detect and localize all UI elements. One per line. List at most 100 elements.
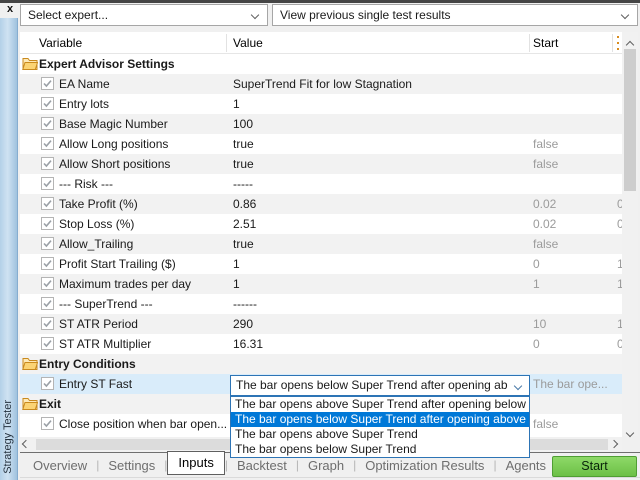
step-cell: 1 [617,257,623,271]
start-cell[interactable]: false [533,237,559,251]
column-divider[interactable] [529,34,530,52]
column-header-start[interactable]: Start [533,36,559,50]
grid-row[interactable]: ST ATR Period 290 10 1 [20,314,623,334]
column-header-value[interactable]: Value [233,36,263,50]
folder-icon [22,57,39,70]
checkbox-icon[interactable] [41,137,54,150]
scroll-up-arrow-icon[interactable] [622,32,638,50]
checkbox-icon[interactable] [41,337,54,350]
start-cell[interactable]: false [533,137,559,151]
value-cell[interactable]: 1 [233,277,240,291]
grid-row[interactable]: Allow Short positions true false [20,154,622,174]
folder-icon [22,397,39,410]
tab-backtest[interactable]: Backtest [236,457,287,473]
tab-separator: | [353,458,357,472]
variable-label: Allow Short positions [59,157,171,171]
grid-row[interactable]: --- SuperTrend --- ------ [20,294,622,314]
tab-inputs[interactable]: Inputs [167,450,225,475]
scroll-down-arrow-icon[interactable] [622,421,638,438]
dropdown-list: The bar opens above Super Trend after op… [230,396,530,458]
checkbox-icon[interactable] [41,97,54,110]
value-cell[interactable]: 16.31 [233,337,264,351]
grid-row[interactable]: EA Name SuperTrend Fit for low Stagnation [20,74,622,94]
combobox-value: The bar opens below Super Trend after op… [236,378,508,392]
grid-row[interactable]: Entry lots 1 [20,94,622,114]
grid-row[interactable]: Allow_Trailing true false [20,234,622,254]
close-panel-button[interactable]: x [6,3,14,15]
tab-separator: | [295,458,299,472]
checkbox-icon[interactable] [41,77,54,90]
vertical-scrollbar-thumb[interactable] [624,49,636,191]
value-cell[interactable]: ------ [233,297,257,311]
value-cell[interactable]: 100 [233,117,254,131]
grid-row[interactable]: ST ATR Multiplier 16.31 0 0 [20,334,623,354]
column-divider[interactable] [612,34,613,52]
value-cell[interactable]: true [233,157,254,171]
column-header-variable[interactable]: Variable [39,36,83,50]
expert-select-dropdown[interactable]: Select expert... [20,4,268,26]
checkbox-icon[interactable] [41,297,54,310]
dropdown-option[interactable]: The bar opens above Super Trend after op… [235,397,529,411]
section-label: Exit [39,397,62,411]
scroll-right-arrow-icon[interactable] [609,439,619,449]
start-cell[interactable]: false [533,417,559,431]
grid-row[interactable]: Stop Loss (%) 2.51 0.02 0 [20,214,623,234]
grid-row[interactable]: --- Risk --- ----- [20,174,622,194]
checkbox-icon[interactable] [41,377,54,390]
start-cell[interactable]: 0 [533,257,540,271]
strategy-tester-sidebar[interactable]: Strategy Tester [0,18,18,480]
variable-label: Entry ST Fast [59,377,133,391]
checkbox-icon[interactable] [41,277,54,290]
variable-label: Entry lots [59,97,110,111]
dropdown-option[interactable]: The bar opens above Super Trend [235,427,418,441]
tab-settings[interactable]: Settings [108,457,156,473]
value-cell[interactable]: 1 [233,97,240,111]
dropdown-option[interactable]: The bar opens below Super Trend after op… [231,412,529,427]
start-cell[interactable]: 1 [533,277,540,291]
checkbox-icon[interactable] [41,257,54,270]
value-cell[interactable]: true [233,237,254,251]
checkbox-icon[interactable] [41,197,54,210]
start-cell[interactable]: 10 [533,317,547,331]
checkbox-icon[interactable] [41,177,54,190]
value-cell[interactable]: ----- [233,177,253,191]
tab-overview[interactable]: Overview [33,457,88,473]
grid-row-section[interactable]: Entry Conditions [20,354,622,374]
view-results-dropdown[interactable]: View previous single test results [272,4,638,26]
sidebar-title: Strategy Tester [2,400,14,474]
grid-row[interactable]: Base Magic Number 100 [20,114,622,134]
column-divider[interactable] [226,34,227,52]
start-cell[interactable]: 0.02 [533,197,557,211]
entry-st-fast-combobox[interactable]: The bar opens below Super Trend after op… [230,375,530,396]
section-label: Expert Advisor Settings [39,57,175,71]
checkbox-icon[interactable] [41,117,54,130]
grid-row[interactable]: Maximum trades per day 1 1 1 [20,274,623,294]
tab-agents[interactable]: Agents [505,457,547,473]
scroll-left-arrow-icon[interactable] [21,439,31,449]
vertical-scrollbar[interactable] [622,32,638,438]
value-cell[interactable]: SuperTrend Fit for low Stagnation [233,77,412,91]
checkbox-icon[interactable] [41,217,54,230]
tab-graph[interactable]: Graph [307,457,345,473]
checkbox-icon[interactable] [41,417,54,430]
checkbox-icon[interactable] [41,317,54,330]
value-cell[interactable]: 1 [233,257,240,271]
start-cell[interactable]: 0 [533,337,540,351]
start-cell[interactable]: The bar ope... [533,377,608,391]
dropdown-option[interactable]: The bar opens below Super Trend [235,442,417,456]
value-cell[interactable]: 290 [233,317,254,331]
value-cell[interactable]: 0.86 [233,197,257,211]
start-cell[interactable]: 0.02 [533,217,557,231]
start-cell[interactable]: false [533,157,559,171]
checkbox-icon[interactable] [41,237,54,250]
grid-row[interactable]: Take Profit (%) 0.86 0.02 0 [20,194,623,214]
start-button[interactable]: Start [552,456,637,477]
variable-label: Take Profit (%) [59,197,138,211]
value-cell[interactable]: 2.51 [233,217,257,231]
grid-row[interactable]: Profit Start Trailing ($) 1 0 1 [20,254,623,274]
checkbox-icon[interactable] [41,157,54,170]
tab-optimization-results[interactable]: Optimization Results [365,457,485,473]
grid-row-section[interactable]: Expert Advisor Settings [20,54,622,74]
value-cell[interactable]: true [233,137,254,151]
grid-row[interactable]: Allow Long positions true false [20,134,622,154]
